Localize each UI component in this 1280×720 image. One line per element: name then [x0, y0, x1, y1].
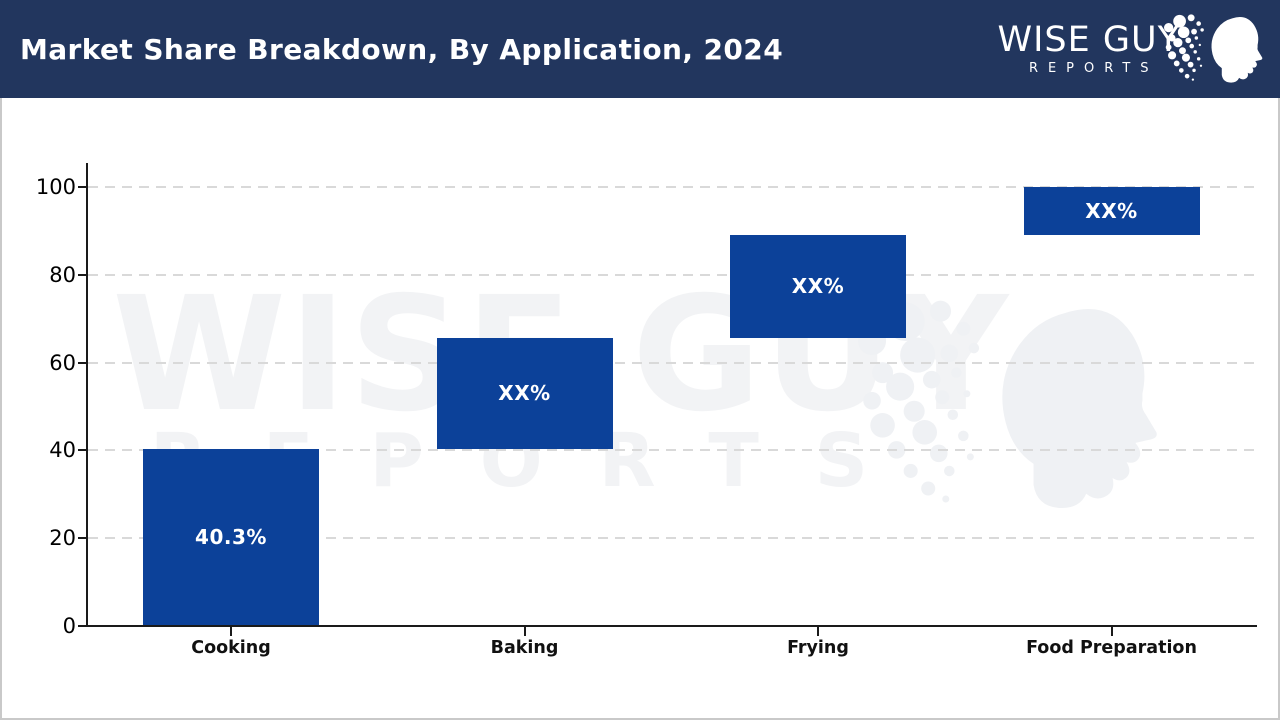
logo-head-icon — [1164, 14, 1263, 83]
y-tick-label-0: 0 — [62, 613, 76, 638]
gridline-60 — [88, 361, 1254, 364]
x-category-label-2: Frying — [787, 638, 849, 658]
bar-food-preparation: XX% — [1023, 187, 1200, 236]
y-tick-40 — [78, 449, 86, 452]
page-border-right — [1278, 0, 1280, 720]
logo-text: WISE GUY REPORTS — [997, 22, 1180, 76]
gridline-20 — [88, 536, 1254, 539]
bar-frying: XX% — [730, 235, 906, 338]
logo-wiseguy-label: WISE GUY — [997, 20, 1180, 60]
bar-value-label: 40.3% — [195, 525, 267, 550]
y-axis-line — [86, 163, 88, 627]
bar-value-label: XX% — [498, 381, 551, 406]
gridline-80 — [88, 273, 1254, 276]
x-tick-1 — [523, 627, 526, 636]
y-tick-20 — [78, 536, 86, 539]
page-border-bottom — [0, 718, 1280, 720]
x-axis-line — [85, 625, 1257, 627]
y-tick-60 — [78, 361, 86, 364]
y-tick-0 — [78, 624, 86, 627]
y-tick-label-100: 100 — [35, 175, 76, 200]
y-tick-label-80: 80 — [49, 262, 76, 287]
logo-reports-label: REPORTS — [1028, 61, 1159, 76]
bar-cooking: 40.3% — [143, 448, 319, 626]
y-tick-label-40: 40 — [49, 438, 76, 463]
gridline-100 — [88, 186, 1254, 189]
header-bar: Market Share Breakdown, By Application, … — [0, 0, 1280, 98]
y-tick-label-60: 60 — [49, 350, 76, 375]
bar-baking: XX% — [436, 337, 613, 449]
y-tick-label-20: 20 — [49, 525, 76, 550]
x-category-label-1: Baking — [490, 638, 559, 658]
y-tick-80 — [78, 273, 86, 276]
wise-guy-logo: WISE GUY REPORTS — [997, 0, 1268, 98]
x-category-label-3: Food Preparation — [1026, 638, 1197, 658]
page-title: Market Share Breakdown, By Application, … — [20, 32, 784, 66]
bar-value-label: XX% — [1085, 199, 1138, 224]
y-tick-100 — [78, 186, 86, 189]
bar-value-label: XX% — [791, 274, 845, 299]
page-border-left — [0, 0, 2, 720]
gridline-40 — [88, 449, 1254, 452]
x-tick-3 — [1110, 627, 1113, 636]
x-tick-0 — [230, 627, 232, 636]
x-category-label-0: Cooking — [191, 638, 271, 658]
x-tick-2 — [817, 627, 819, 636]
